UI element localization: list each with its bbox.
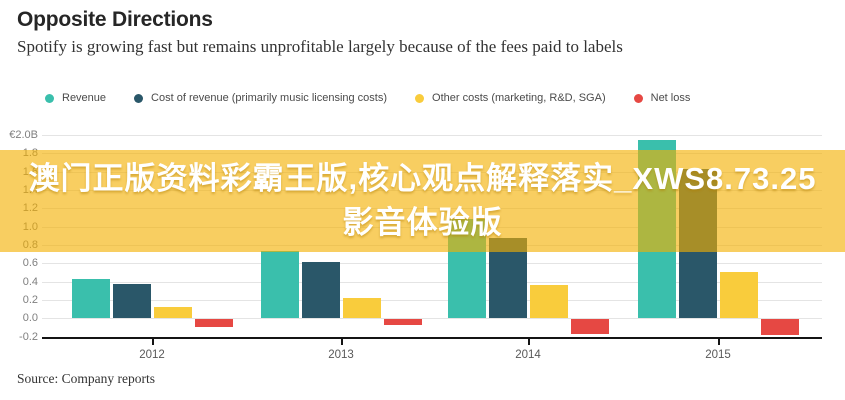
x-axis-year-label: 2015	[705, 348, 731, 361]
legend-label: Revenue	[62, 92, 107, 104]
x-axis-line	[42, 336, 822, 339]
y-axis-tick-label: -0.2	[19, 330, 38, 343]
legend-label: Other costs (marketing, R&D, SGA)	[432, 92, 606, 104]
legend-item-other-costs: Other costs (marketing, R&D, SGA)	[415, 92, 606, 104]
x-axis-year-label: 2013	[328, 348, 354, 361]
source-note: Source: Company reports	[17, 371, 155, 386]
bar-net-loss-2012	[194, 319, 233, 328]
legend-item-net-loss: Net loss	[633, 92, 691, 104]
x-axis-year-label: 2012	[139, 348, 165, 361]
bar-cost-of-revenue-2012	[112, 283, 151, 319]
page-title: Opposite Directions	[17, 8, 213, 31]
gridline	[42, 281, 822, 283]
legend-dot-icon	[134, 93, 144, 103]
y-axis-tick-label: 0.6	[22, 257, 38, 270]
y-axis-tick-label: €2.0B	[9, 129, 38, 141]
legend: Revenue Cost of revenue (primarily music …	[45, 92, 690, 104]
gridline	[42, 135, 822, 136]
bar-other-costs-2013	[342, 298, 381, 319]
y-axis-tick-label: 0.2	[22, 294, 38, 306]
x-axis-tick	[528, 337, 530, 345]
overlay-banner: 澳门正版资料彩霸王版,核心观点解释落实_XWS8.73.25 影音体验版	[0, 150, 845, 252]
gridline	[42, 263, 822, 265]
legend-item-revenue: Revenue	[45, 92, 106, 104]
bar-revenue-2013	[260, 250, 299, 319]
bar-net-loss-2014	[570, 319, 609, 334]
gridline	[42, 300, 822, 301]
bar-cost-of-revenue-2013	[301, 262, 340, 319]
bar-net-loss-2015	[760, 319, 799, 335]
x-axis-year-label: 2014	[515, 348, 541, 361]
legend-label: Net loss	[650, 92, 691, 104]
gridline	[42, 318, 822, 320]
y-axis-tick-label: 0.0	[22, 312, 38, 325]
legend-dot-icon	[633, 93, 643, 103]
overlay-text-line1: 澳门正版资料彩霸王版,核心观点解释落实_XWS8.73.25	[28, 161, 817, 196]
legend-item-cost-of-revenue: Cost of revenue (primarily music licensi…	[134, 92, 387, 104]
bar-net-loss-2013	[383, 319, 422, 325]
bar-revenue-2012	[71, 278, 110, 319]
legend-dot-icon	[45, 93, 54, 103]
bar-other-costs-2012	[153, 307, 192, 319]
x-axis-tick	[341, 337, 343, 345]
y-axis-tick-label: 0.4	[22, 275, 38, 288]
overlay-text-line2: 影音体验版	[342, 205, 503, 240]
chart-subtitle: Spotify is growing fast but remains unpr…	[17, 37, 623, 56]
x-axis-tick	[152, 337, 154, 345]
x-axis-tick	[718, 337, 720, 345]
legend-label: Cost of revenue (primarily music licensi…	[151, 92, 388, 104]
bar-other-costs-2014	[529, 285, 568, 319]
bar-other-costs-2015	[719, 271, 758, 319]
legend-dot-icon	[415, 93, 425, 103]
